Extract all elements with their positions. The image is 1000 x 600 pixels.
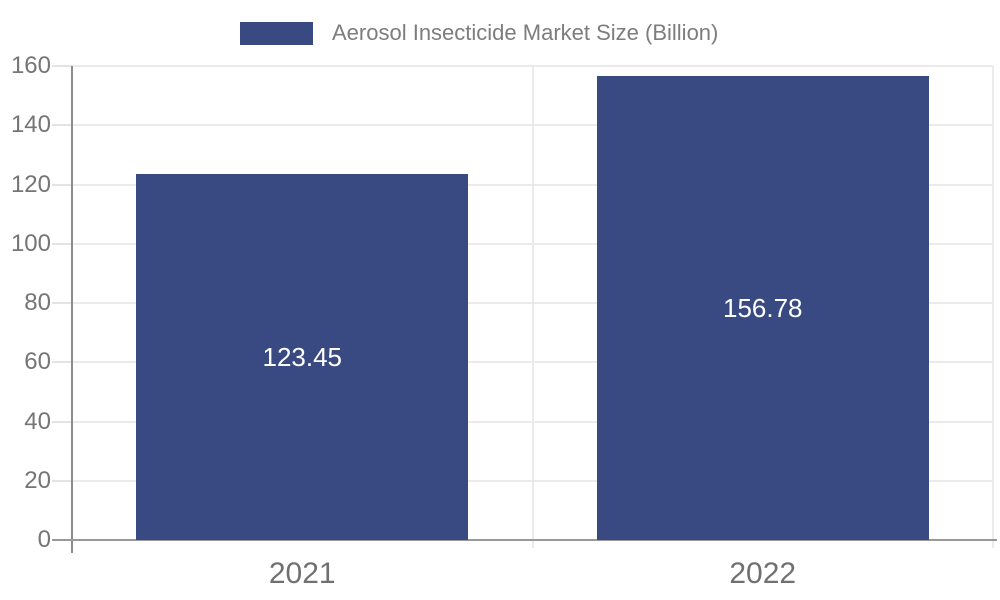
- y-tick-mark: [52, 242, 72, 245]
- x-axis-tick-label: 2021: [268, 557, 336, 590]
- y-axis-tick-label: 20: [24, 466, 51, 494]
- y-tick-mark: [52, 65, 72, 67]
- bar-value-label: 156.78: [722, 292, 803, 323]
- y-axis-tick-label: 120: [10, 170, 51, 198]
- gridline: [992, 66, 994, 548]
- x-axis-tick-label: 2022: [729, 557, 797, 590]
- y-axis-tick-label: 100: [10, 229, 51, 257]
- legend-item[interactable]: Aerosol Insecticide Market Size (Billion…: [240, 20, 718, 46]
- y-axis-tick-label: 80: [24, 289, 51, 316]
- bar-value-label: 123.45: [262, 342, 343, 373]
- y-axis-tick-label: 40: [24, 407, 51, 435]
- legend-label: Aerosol Insecticide Market Size (Billion…: [332, 20, 719, 45]
- y-axis-tick-label: 60: [24, 348, 51, 376]
- y-tick-mark: [52, 302, 72, 304]
- y-tick-mark: [52, 124, 72, 127]
- axis-line: [52, 539, 997, 541]
- y-axis-tick-label: 0: [37, 526, 51, 553]
- bar[interactable]: [136, 174, 469, 540]
- gridline: [531, 66, 534, 548]
- axis-line: [71, 66, 73, 553]
- bar[interactable]: [596, 75, 929, 540]
- y-tick-mark: [52, 361, 72, 364]
- y-axis-tick-label: 160: [10, 52, 51, 79]
- y-axis-tick-label: 140: [10, 111, 51, 139]
- y-tick-mark: [52, 479, 72, 482]
- legend-swatch-icon: [240, 21, 313, 45]
- y-tick-mark: [52, 183, 72, 186]
- y-tick-mark: [52, 420, 72, 423]
